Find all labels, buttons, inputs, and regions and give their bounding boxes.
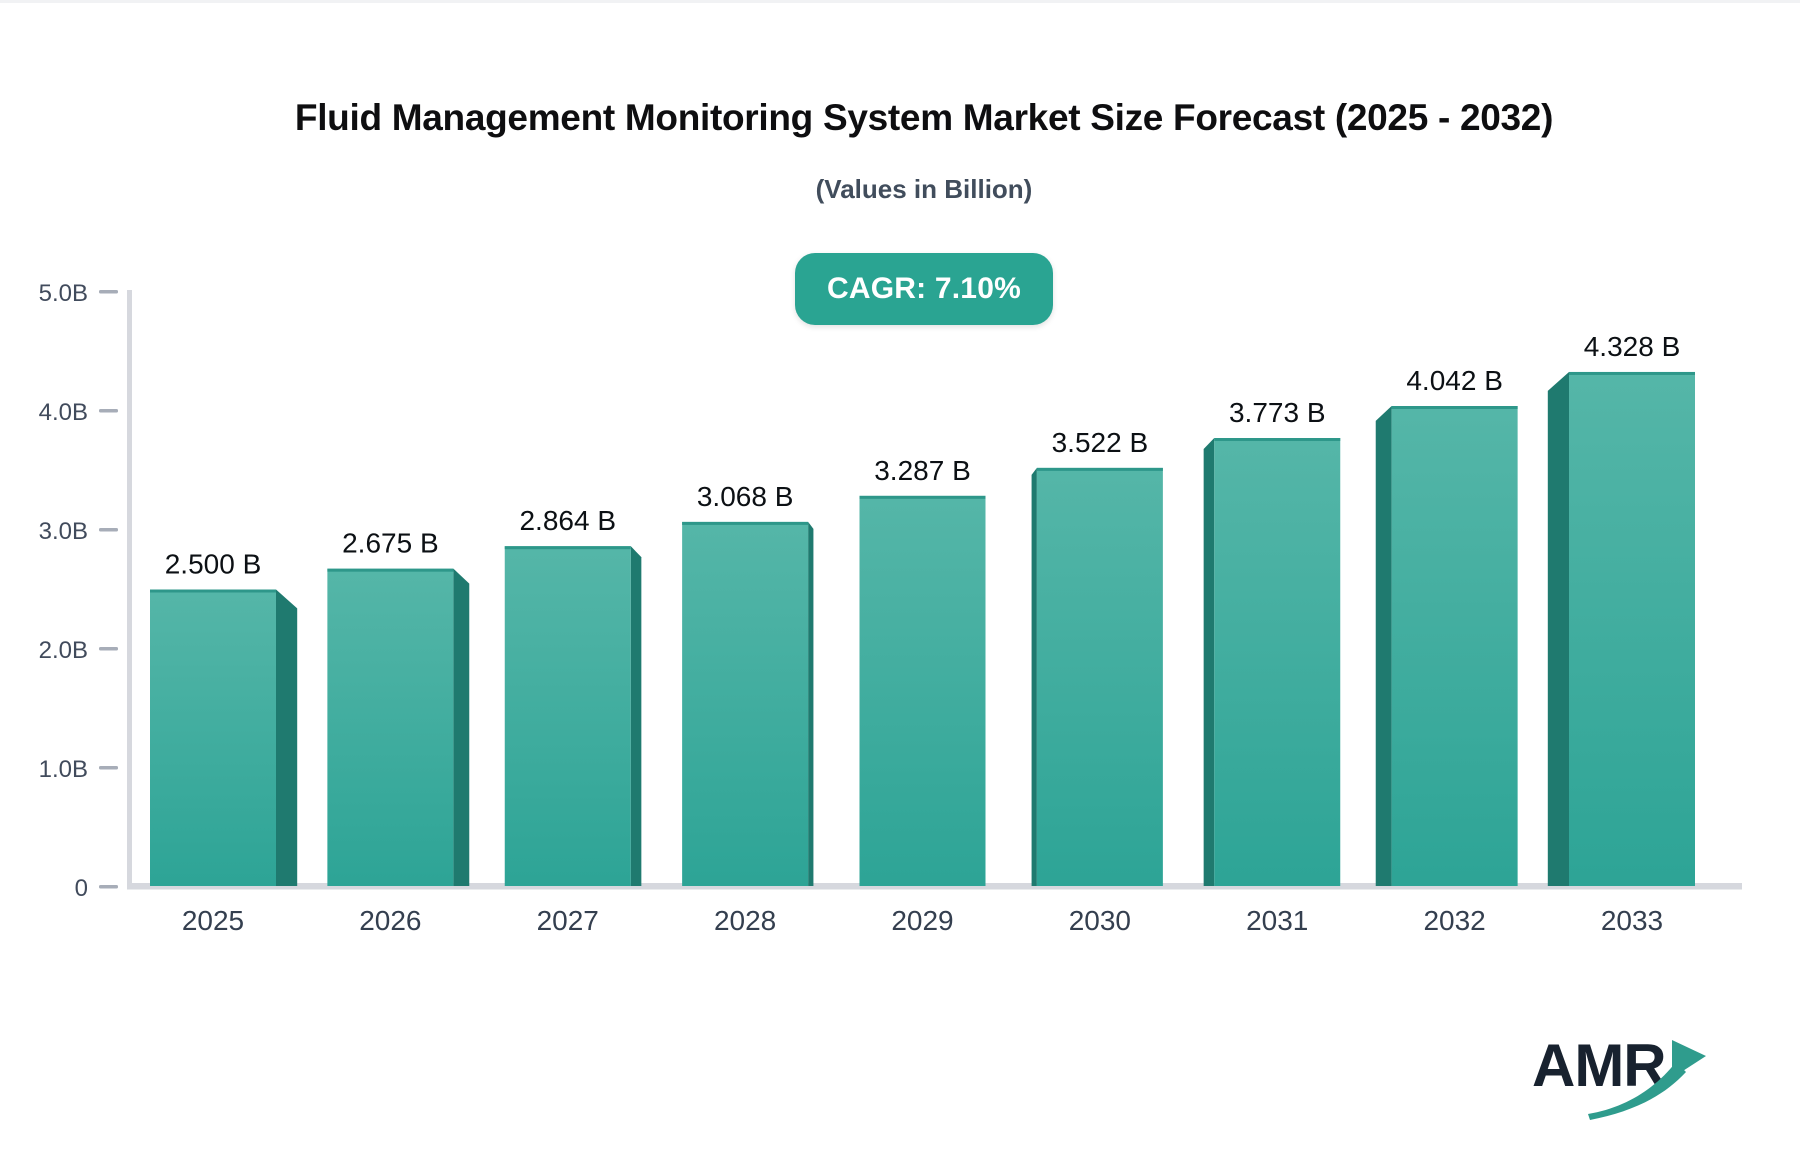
bar-value-label: 3.522 B bbox=[1052, 427, 1149, 458]
bar-side-face bbox=[1203, 438, 1215, 886]
x-axis-line bbox=[127, 883, 1742, 890]
y-axis-line bbox=[127, 290, 132, 887]
bar-2029: 3.287 B 2029 bbox=[859, 455, 986, 936]
y-tick-dash bbox=[99, 766, 118, 770]
y-tick-label: 4.0B bbox=[39, 399, 88, 426]
bar-side-face bbox=[1547, 371, 1569, 886]
y-tick-dash bbox=[99, 409, 118, 413]
bar-2033: 4.328 B 2033 bbox=[1547, 331, 1695, 936]
bar-value-label: 4.328 B bbox=[1584, 331, 1681, 362]
x-axis-label: 2031 bbox=[1246, 905, 1308, 936]
x-axis-label: 2028 bbox=[714, 905, 776, 936]
cagr-badge-label: CAGR: 7.10% bbox=[827, 272, 1021, 305]
y-tick-label: 2.0B bbox=[39, 637, 88, 664]
bar-value-label: 4.042 B bbox=[1406, 365, 1503, 396]
y-tick-label: 0 bbox=[75, 875, 88, 902]
bar-value-label: 3.287 B bbox=[874, 455, 971, 486]
bar-top-edge bbox=[504, 546, 631, 550]
bar-top-edge bbox=[327, 568, 454, 572]
bar-top-edge bbox=[1569, 371, 1695, 375]
bar-top-edge bbox=[1214, 438, 1341, 442]
amr-logo: AMR bbox=[1532, 1036, 1712, 1126]
y-tick-label: 3.0B bbox=[39, 518, 88, 545]
bar-front-face bbox=[682, 521, 809, 886]
bar-2032: 4.042 B 2032 bbox=[1375, 365, 1518, 936]
bar-2028: 3.068 B 2028 bbox=[682, 481, 814, 936]
y-tick-dash bbox=[99, 290, 118, 294]
bar-side-face bbox=[1375, 406, 1392, 886]
bar-front-face bbox=[1569, 371, 1695, 886]
bar-front-face bbox=[1214, 438, 1341, 886]
x-axis-label: 2033 bbox=[1601, 905, 1663, 936]
bar-front-face bbox=[504, 546, 631, 886]
bar-value-label: 3.068 B bbox=[697, 481, 794, 512]
amr-logo-text: AMR bbox=[1532, 1032, 1667, 1099]
bar-side-face bbox=[808, 521, 814, 886]
x-axis-label: 2029 bbox=[891, 905, 953, 936]
y-tick-dash bbox=[99, 647, 118, 651]
bar-front-face bbox=[327, 568, 454, 886]
bar-value-label: 2.675 B bbox=[342, 528, 439, 559]
bar-2030: 3.522 B 2030 bbox=[1031, 427, 1163, 936]
bar-front-face bbox=[150, 589, 276, 886]
bar-side-face bbox=[453, 568, 470, 886]
bar-2025: 2.500 B 2025 bbox=[150, 549, 298, 936]
y-tick-dash bbox=[99, 885, 118, 889]
bar-top-edge bbox=[1391, 406, 1518, 410]
cagr-badge: CAGR: 7.10% bbox=[795, 253, 1053, 325]
x-axis-label: 2025 bbox=[182, 905, 244, 936]
bar-front-face bbox=[859, 495, 986, 886]
bar-side-face bbox=[1031, 467, 1037, 886]
bar-front-face bbox=[1036, 467, 1163, 886]
bar-2027: 2.864 B 2027 bbox=[504, 505, 642, 936]
bar-value-label: 2.864 B bbox=[519, 505, 616, 536]
bar-side-face bbox=[630, 546, 642, 886]
bar-front-face bbox=[1391, 406, 1518, 886]
growth-arrow-icon bbox=[1588, 1040, 1706, 1120]
bar-side-face bbox=[276, 589, 298, 886]
chart-title: Fluid Management Monitoring System Marke… bbox=[294, 97, 1554, 138]
bar-top-edge bbox=[859, 495, 986, 499]
y-tick-label: 5.0B bbox=[39, 280, 88, 307]
x-axis-label: 2027 bbox=[537, 905, 599, 936]
bar-top-edge bbox=[1036, 467, 1163, 471]
bar-2026: 2.675 B 2026 bbox=[327, 528, 470, 936]
y-tick-label: 1.0B bbox=[39, 756, 88, 783]
x-axis-label: 2030 bbox=[1069, 905, 1131, 936]
y-tick-dash bbox=[99, 528, 118, 532]
chart-subtitle: (Values in Billion) bbox=[815, 174, 1033, 204]
bar-top-edge bbox=[150, 589, 276, 593]
top-hairline bbox=[0, 0, 1800, 3]
bar-value-label: 2.500 B bbox=[165, 549, 262, 580]
x-axis-label: 2032 bbox=[1423, 905, 1485, 936]
x-axis-label: 2026 bbox=[359, 905, 421, 936]
bar-top-edge bbox=[682, 521, 809, 525]
bar-value-label: 3.773 B bbox=[1229, 397, 1326, 428]
bar-2031: 3.773 B 2031 bbox=[1203, 397, 1341, 936]
